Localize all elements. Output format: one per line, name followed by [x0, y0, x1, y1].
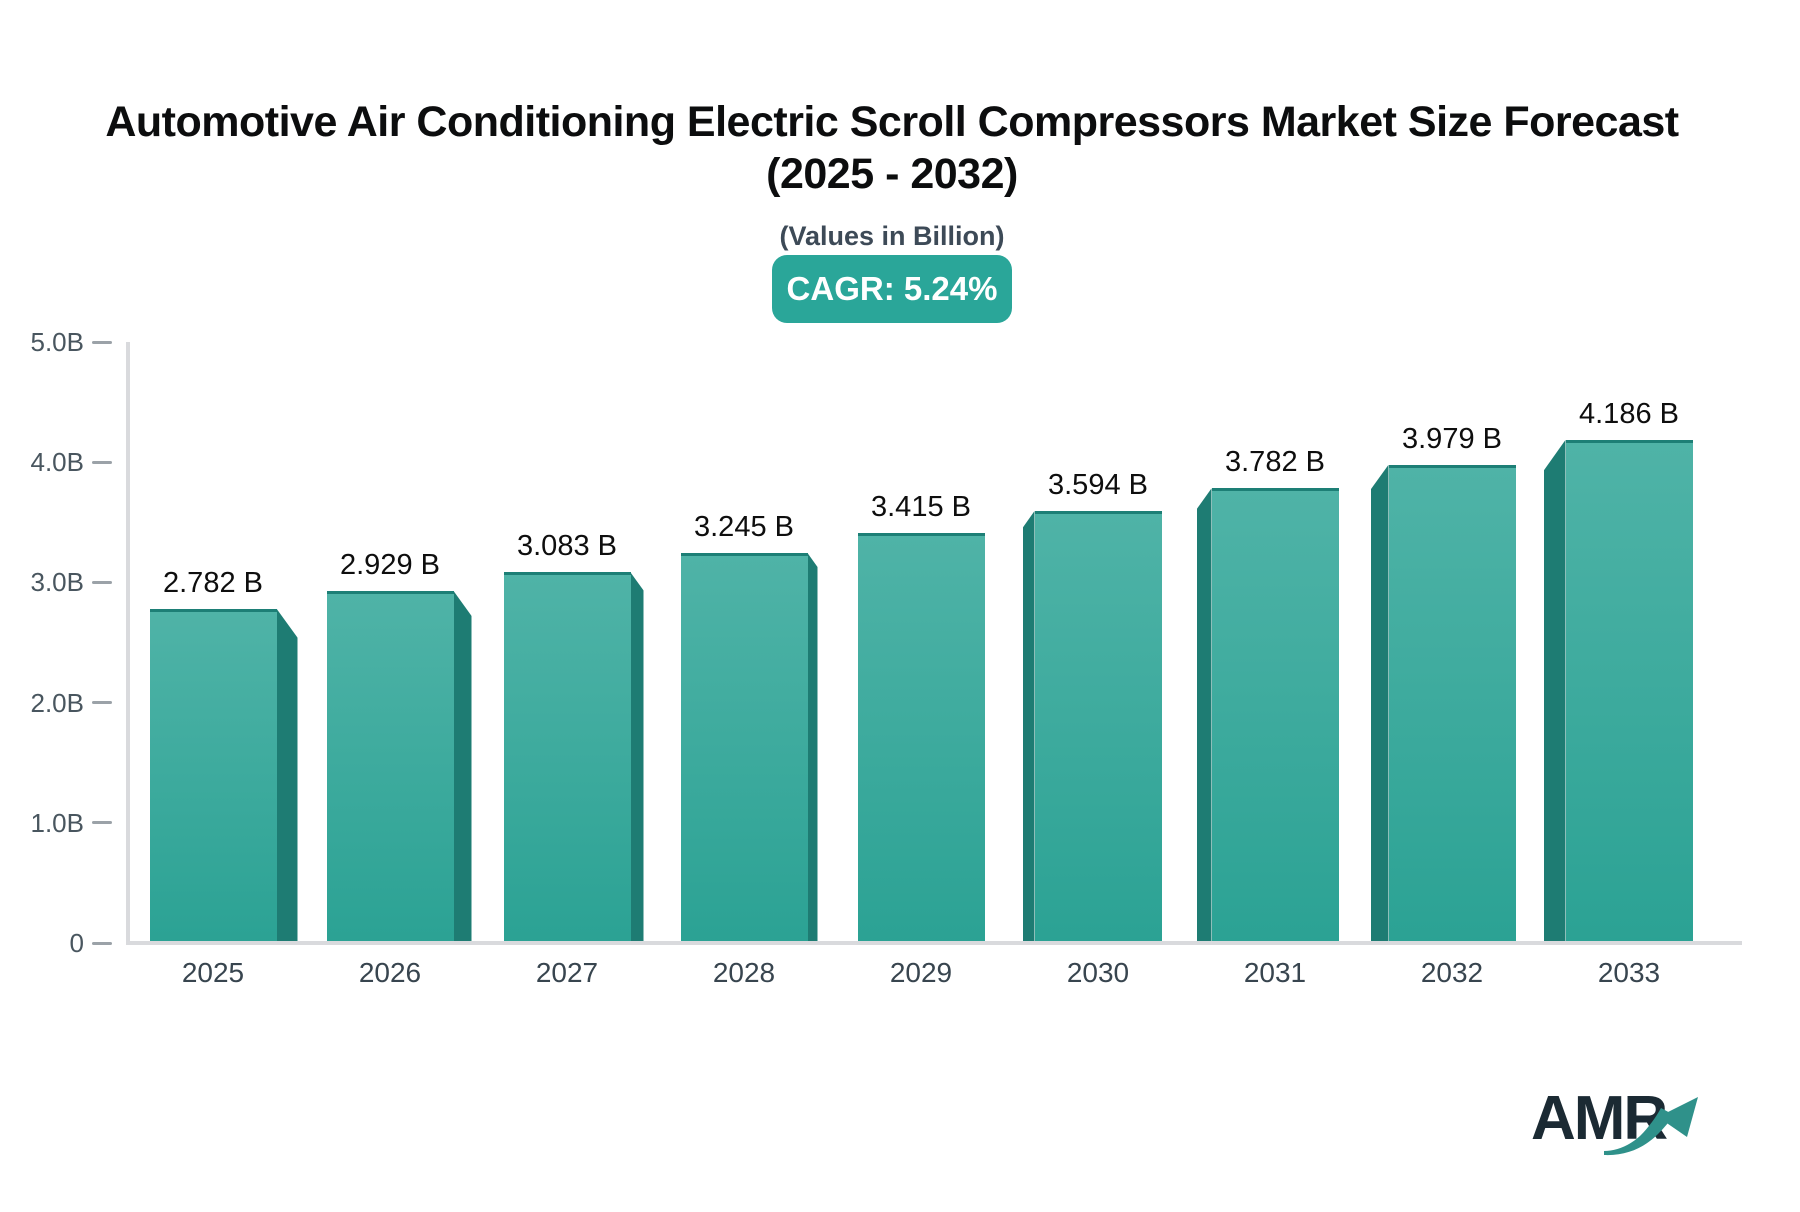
arrow-tail [1604, 1108, 1674, 1156]
bar-3d-side [1196, 488, 1212, 943]
y-axis-line [126, 342, 130, 945]
y-axis-tick [92, 580, 112, 584]
chart-subtitle: (Values in Billion) [779, 221, 1005, 251]
y-axis-tick [92, 701, 112, 705]
y-axis-tick [92, 340, 112, 344]
x-axis-line [126, 941, 1742, 945]
bar-value-label: 2.929 B [340, 548, 440, 581]
x-axis-label: 2032 [1420, 957, 1484, 988]
bar [503, 572, 631, 943]
bar [1388, 464, 1516, 943]
bar-value-label: 3.594 B [1048, 469, 1148, 501]
arrow-head [1658, 1097, 1698, 1137]
y-axis-label: 5.0B [30, 327, 85, 357]
y-axis-tick [92, 821, 112, 825]
x-axis-label: 2033 [1597, 957, 1661, 988]
bar-3d-side [1022, 511, 1035, 943]
bar [1034, 511, 1162, 943]
bar-value-label: 3.979 B [1402, 422, 1502, 455]
bar-value-label: 3.245 B [694, 510, 794, 543]
x-axis-label: 2027 [535, 957, 599, 988]
bar-3d-side [630, 572, 644, 943]
cagr-badge: CAGR: 5.24% [772, 255, 1012, 323]
bar-3d-side [453, 590, 472, 943]
bar-value-label: 3.083 B [517, 530, 617, 563]
x-axis-label: 2030 [1066, 957, 1130, 988]
bar-3d-side [1543, 439, 1566, 943]
y-axis-tick [92, 941, 112, 945]
chart-title: Automotive Air Conditioning Electric Scr… [0, 96, 1784, 200]
x-axis-label: 2028 [712, 957, 776, 988]
bar [1565, 439, 1693, 943]
y-axis-tick [92, 460, 112, 464]
bar-3d-side [1370, 464, 1389, 943]
y-axis-label: 4.0B [30, 447, 85, 478]
bar [857, 532, 985, 943]
bar-3d-side [276, 608, 298, 943]
x-axis-label: 2025 [181, 957, 245, 988]
y-axis-label: 2.0B [30, 687, 85, 718]
y-axis-label: 0 [69, 928, 84, 958]
bar [680, 552, 808, 943]
bar [326, 590, 454, 943]
bar-3d-side [807, 552, 818, 943]
y-axis-label: 3.0B [30, 567, 85, 598]
growth-arrow-icon [1604, 1097, 1698, 1156]
y-axis-label: 1.0B [30, 807, 85, 838]
bar [149, 608, 277, 943]
x-axis-label: 2026 [358, 957, 422, 988]
bar-value-label: 3.782 B [1225, 446, 1325, 479]
bar-value-label: 2.782 B [163, 566, 263, 599]
x-axis-label: 2029 [889, 957, 953, 988]
chart-title-line2: (2025 - 2032) [766, 150, 1018, 198]
bar-value-label: 4.186 B [1579, 397, 1679, 430]
bar-value-label: 3.415 B [871, 490, 971, 523]
x-axis-label: 2031 [1243, 957, 1307, 988]
bar [1211, 488, 1339, 943]
chart-title-line1: Automotive Air Conditioning Electric Scr… [105, 98, 1679, 146]
